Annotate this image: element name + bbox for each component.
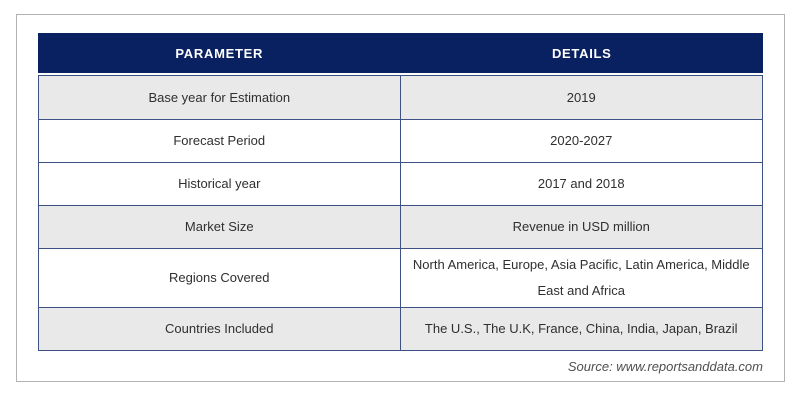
column-header-details: DETAILS	[551, 45, 612, 61]
table-row: Historical year 2017 and 2018	[39, 162, 762, 205]
column-header-parameter: PARAMETER	[175, 45, 264, 61]
details-cell: 2017 and 2018	[537, 176, 625, 191]
parameter-cell: Forecast Period	[39, 120, 401, 162]
table-row: Countries Included The U.S., The U.K, Fra…	[39, 307, 762, 350]
parameter-cell: Base year for Estimation	[39, 76, 401, 119]
table-row: Base year for Estimation 2019	[39, 76, 762, 119]
details-cell: Revenue in USD million	[512, 219, 650, 234]
table-body: Base year for Estimation 2019 Forecast Per…	[38, 75, 763, 351]
parameter-cell: Historical year	[39, 163, 401, 205]
parameter-cell: Regions Covered	[39, 249, 401, 307]
details-cell: The U.S., The U.K, France, China, India,…	[424, 321, 738, 336]
table-header-row: PARAMETER DETAILS	[38, 33, 763, 73]
report-scope-card: PARAMETER DETAILS Base year for Estimati…	[16, 14, 785, 382]
table-row: Market Size Revenue in USD million	[39, 205, 762, 248]
parameter-cell: Countries Included	[39, 308, 401, 350]
parameter-cell: Market Size	[39, 206, 401, 248]
report-scope-table: PARAMETER DETAILS Base year for Estimati…	[38, 33, 763, 351]
details-cell: 2020-2027	[550, 133, 613, 148]
source-attribution: Source: www.reportsanddata.com	[567, 359, 763, 374]
details-cell: North America, Europe, Asia Pacific, Lat…	[412, 257, 750, 298]
details-cell: 2019	[566, 89, 596, 105]
table-row: Forecast Period 2020-2027	[39, 119, 762, 162]
table-row: Regions Covered North America, Europe, As…	[39, 248, 762, 307]
